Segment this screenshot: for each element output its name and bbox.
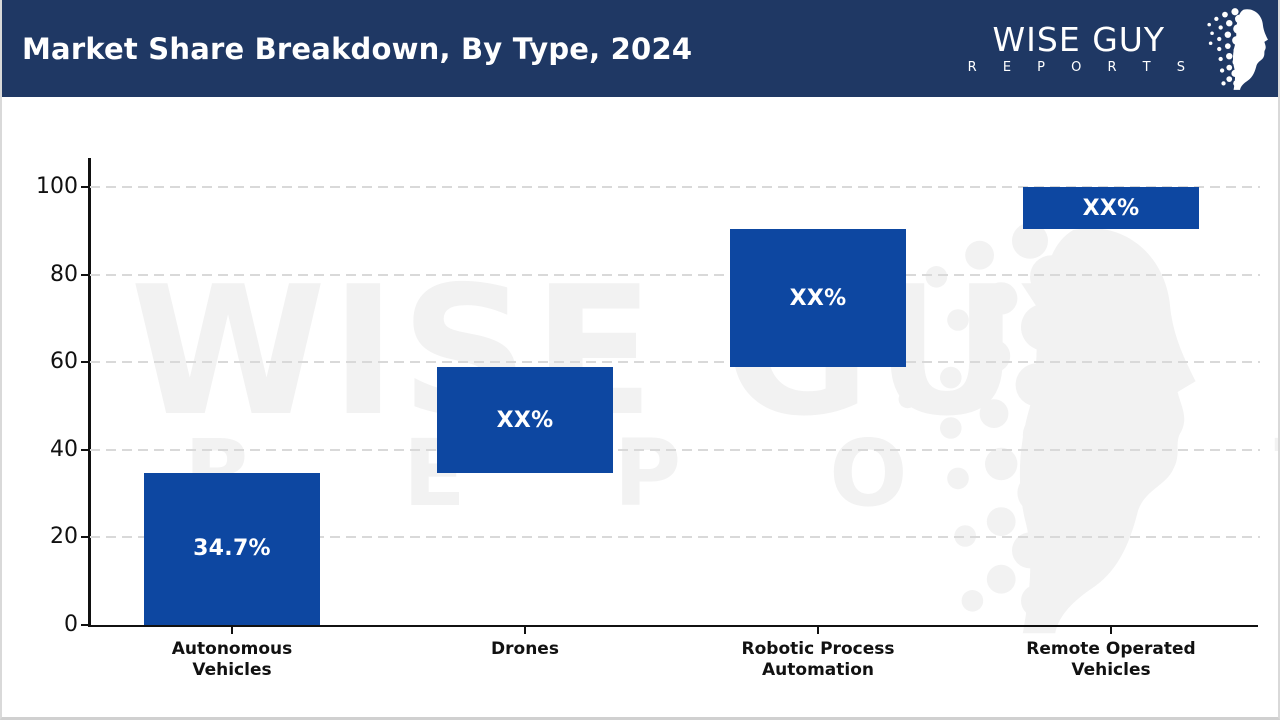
x-tick-mark xyxy=(231,627,233,634)
y-tick-label: 40 xyxy=(50,436,78,462)
y-tick-label: 20 xyxy=(50,524,78,550)
y-tick-mark xyxy=(81,186,88,188)
watermark-wordmark: WISE GUY xyxy=(130,248,1156,455)
gridline xyxy=(90,536,1260,539)
x-tick-mark xyxy=(1110,627,1112,634)
bar: XX% xyxy=(437,367,613,473)
y-tick-mark xyxy=(81,536,88,539)
bar-value-label: 34.7% xyxy=(193,536,271,562)
y-axis-line xyxy=(88,158,91,627)
brand-name: WISE GUY xyxy=(992,20,1166,60)
brand-logo: WISE GUY R E P O R T S xyxy=(962,4,1272,94)
y-tick-mark xyxy=(81,361,88,364)
chart-title: Market Share Breakdown, By Type, 2024 xyxy=(22,31,693,66)
y-tick-mark xyxy=(81,448,88,451)
x-category-label: Robotic Process Automation xyxy=(741,639,895,681)
x-tick-mark xyxy=(817,627,819,634)
y-tick-label: 100 xyxy=(36,174,78,199)
x-tick-mark xyxy=(524,627,526,634)
gridline xyxy=(90,448,1260,451)
y-tick-mark xyxy=(81,624,88,626)
brand-logo-text: WISE GUY R E P O R T S xyxy=(962,23,1196,75)
gridline xyxy=(90,361,1260,364)
watermark-reports: R E P O R T S xyxy=(184,420,1278,527)
brand-subtitle: R E P O R T S xyxy=(967,59,1196,75)
brand-head-icon xyxy=(1207,8,1268,90)
bar-value-label: XX% xyxy=(496,407,554,433)
x-axis-line xyxy=(88,624,1258,627)
y-tick-label: 60 xyxy=(50,349,78,375)
y-tick-mark xyxy=(81,273,88,276)
x-category-label: Remote Operated Vehicles xyxy=(1026,639,1196,681)
y-tick-label: 80 xyxy=(50,261,78,287)
bar: XX% xyxy=(1023,187,1199,230)
bar: 34.7% xyxy=(144,473,320,625)
x-category-label: Drones xyxy=(491,639,559,659)
y-tick-label: 0 xyxy=(64,612,78,637)
gridline xyxy=(90,186,1260,188)
bar: XX% xyxy=(730,229,906,368)
header-bar: Market Share Breakdown, By Type, 2024 WI… xyxy=(2,0,1278,97)
bar-value-label: XX% xyxy=(1082,195,1140,221)
bar-value-label: XX% xyxy=(789,285,847,311)
gridline xyxy=(90,273,1260,276)
x-category-label: Autonomous Vehicles xyxy=(171,639,293,681)
